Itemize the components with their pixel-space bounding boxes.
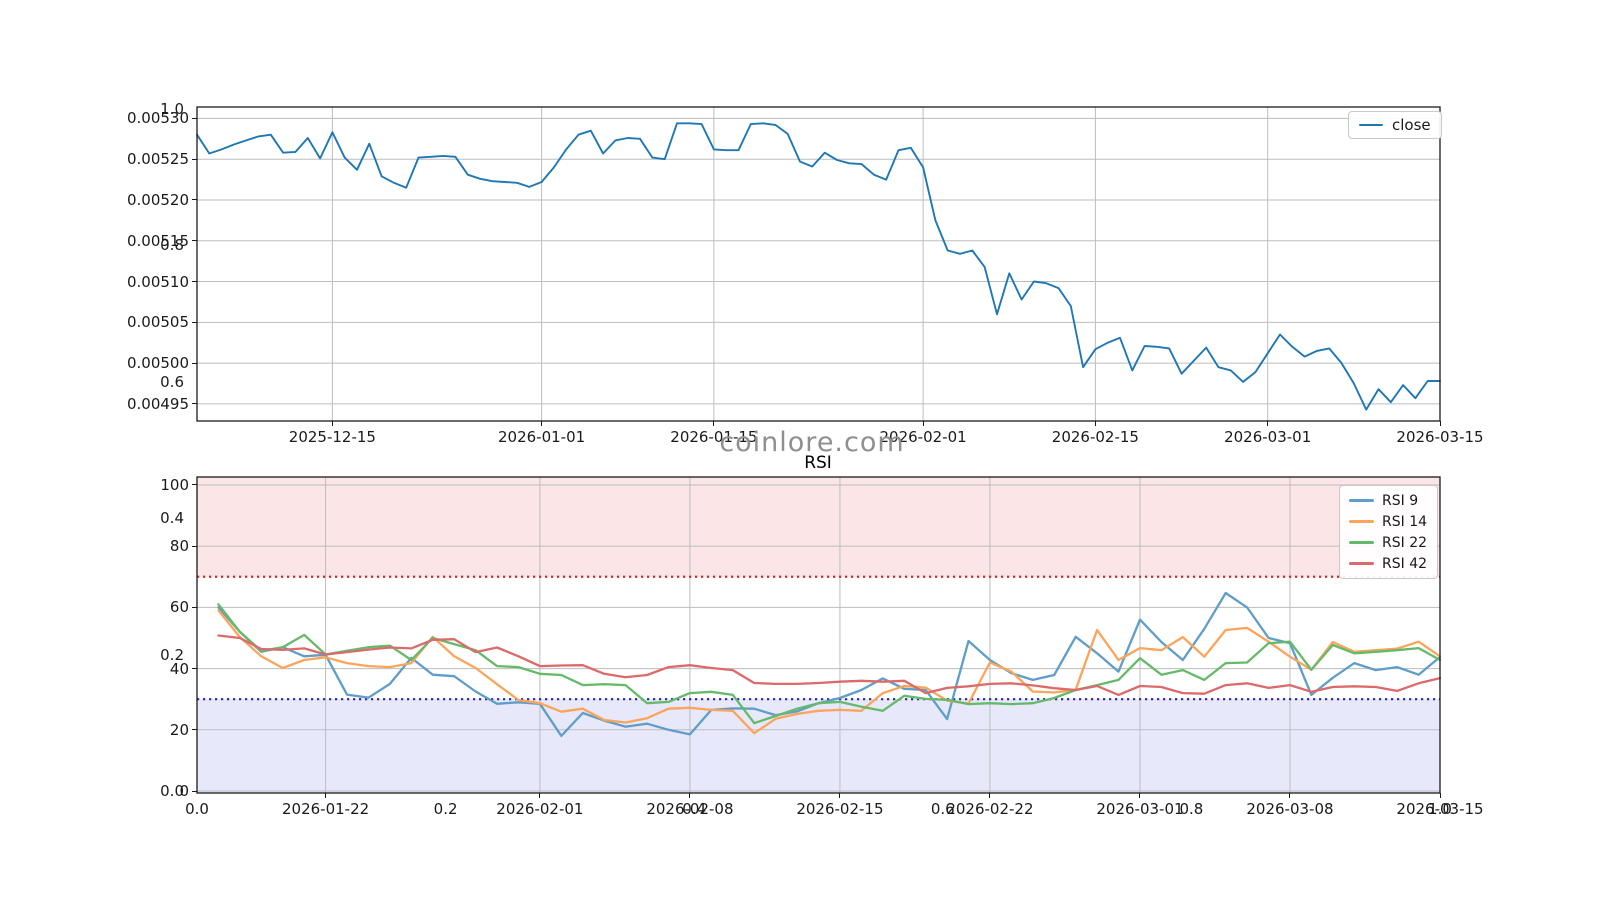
phantom-y-tick-label: 0.8 xyxy=(160,236,184,255)
y-tick-mark xyxy=(192,158,197,160)
rsi14-legend-label: RSI 14 xyxy=(1382,513,1428,530)
y-tick-mark xyxy=(192,281,197,283)
x-tick-label: 2026-03-01 xyxy=(1224,428,1312,446)
x-tick-mark xyxy=(541,421,543,426)
close-legend-label: close xyxy=(1392,116,1431,134)
y-tick-mark xyxy=(192,729,197,731)
phantom-x-tick-label: 0.2 xyxy=(433,800,458,818)
rsi22-legend-swatch xyxy=(1349,541,1374,544)
y-tick-mark xyxy=(192,668,197,670)
y-tick-mark xyxy=(192,545,197,547)
y-tick-mark xyxy=(192,321,197,323)
x-tick-mark xyxy=(325,793,327,798)
x-tick-label: 2026-01-15 xyxy=(670,428,758,446)
x-tick-label: 2026-01-01 xyxy=(498,428,586,446)
phantom-y-tick-label: 1.0 xyxy=(160,100,184,118)
y-tick-mark xyxy=(192,199,197,201)
y-tick-label: 40 xyxy=(169,659,189,678)
y-tick-label: 60 xyxy=(169,598,189,617)
rsi-plot-area xyxy=(196,476,1441,794)
rsi-legend-item: RSI 22 xyxy=(1349,533,1427,552)
y-tick-label: 0.00500 xyxy=(126,354,189,373)
phantom-x-tick-label: 0.8 xyxy=(1179,800,1204,818)
x-tick-label: 2026-02-22 xyxy=(946,800,1034,818)
watermark: coinlore.com xyxy=(719,427,905,458)
phantom-x-tick-label: 0.6 xyxy=(930,800,955,818)
x-tick-mark xyxy=(1139,793,1141,798)
price-plot-area xyxy=(196,106,1441,422)
close-line xyxy=(196,122,1441,411)
y-tick-label: 20 xyxy=(169,720,189,739)
y-tick-label: 100 xyxy=(160,475,189,494)
y-tick-label: 0 xyxy=(179,782,189,800)
y-tick-mark xyxy=(192,790,197,792)
x-tick-label: 2026-03-08 xyxy=(1246,800,1334,818)
rsi42-legend-swatch xyxy=(1349,562,1374,565)
rsi9-legend-swatch xyxy=(1349,499,1374,502)
phantom-x-tick-label: 0.0 xyxy=(185,800,209,818)
rsi-22-line xyxy=(217,603,1441,725)
rsi-legend-item: RSI 14 xyxy=(1349,512,1427,531)
rsi-legend-item: RSI 42 xyxy=(1349,554,1427,573)
overbought-band xyxy=(197,477,1440,577)
x-tick-mark xyxy=(539,793,541,798)
phantom-y-tick-label: 0.0 xyxy=(160,782,184,800)
x-tick-mark xyxy=(1267,421,1269,426)
x-tick-label: 2026-02-01 xyxy=(879,428,967,446)
x-tick-label: 2026-02-15 xyxy=(1051,428,1139,446)
x-tick-mark xyxy=(331,421,333,426)
close-legend-swatch xyxy=(1359,123,1383,127)
x-tick-label: 2026-03-01 xyxy=(1096,800,1184,818)
x-tick-label: 2025-12-15 xyxy=(288,428,376,446)
phantom-y-tick-label: 0.2 xyxy=(160,645,184,664)
x-tick-label: 2026-02-08 xyxy=(646,800,734,818)
x-tick-mark xyxy=(1094,421,1096,426)
phantom-y-tick-label: 0.6 xyxy=(160,372,184,391)
rsi9-legend-label: RSI 9 xyxy=(1382,492,1419,509)
rsi14-legend-swatch xyxy=(1349,520,1374,523)
rsi42-legend-label: RSI 42 xyxy=(1382,555,1428,572)
y-tick-label: 0.00510 xyxy=(126,272,189,291)
x-tick-mark xyxy=(1439,793,1441,798)
x-tick-label: 2026-03-15 xyxy=(1396,428,1484,446)
phantom-x-tick-label: 1.0 xyxy=(1428,800,1452,818)
x-tick-label: 2026-02-15 xyxy=(796,800,884,818)
x-tick-mark xyxy=(922,421,924,426)
y-tick-label: 0.00495 xyxy=(126,394,189,413)
y-tick-label: 0.00520 xyxy=(126,190,189,209)
price-legend: close xyxy=(1348,111,1442,139)
y-tick-label: 0.00505 xyxy=(126,313,189,332)
x-tick-mark xyxy=(689,793,691,798)
x-tick-mark xyxy=(1439,421,1441,426)
y-tick-mark xyxy=(192,484,197,486)
x-tick-mark xyxy=(839,793,841,798)
x-tick-label: 2026-02-01 xyxy=(496,800,584,818)
x-tick-mark xyxy=(1289,793,1291,798)
rsi-chart-title: RSI xyxy=(804,453,832,473)
y-tick-mark xyxy=(192,403,197,405)
y-tick-label: 0.00530 xyxy=(126,109,189,128)
rsi-legend-item: RSI 9 xyxy=(1349,491,1427,510)
rsi-9-line xyxy=(217,591,1441,738)
oversold-band xyxy=(197,699,1440,793)
x-tick-label: 2026-03-15 xyxy=(1396,800,1484,818)
y-tick-label: 0.00525 xyxy=(126,150,189,169)
y-tick-mark xyxy=(192,117,197,119)
x-tick-mark xyxy=(713,421,715,426)
x-tick-mark xyxy=(989,793,991,798)
y-tick-label: 80 xyxy=(169,537,189,556)
phantom-x-tick-label: 0.4 xyxy=(682,800,707,818)
y-tick-mark xyxy=(192,606,197,608)
phantom-y-tick-label: 0.4 xyxy=(160,509,184,528)
y-tick-mark xyxy=(192,362,197,364)
y-tick-mark xyxy=(192,240,197,242)
rsi-42-line xyxy=(217,634,1441,697)
x-tick-label: 2026-01-22 xyxy=(281,800,370,818)
rsi22-legend-label: RSI 22 xyxy=(1382,534,1428,551)
y-tick-label: 0.00515 xyxy=(126,231,189,250)
rsi-legend: RSI 9 RSI 14 RSI 22 RSI 42 xyxy=(1339,485,1439,579)
